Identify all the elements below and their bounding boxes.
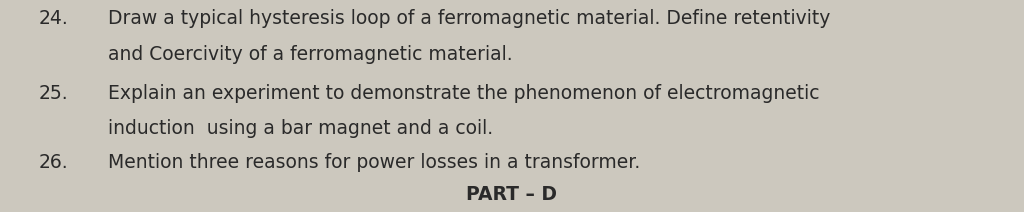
- Text: 25.: 25.: [39, 84, 69, 103]
- Text: Draw a typical hysteresis loop of a ferromagnetic material. Define retentivity: Draw a typical hysteresis loop of a ferr…: [108, 9, 829, 28]
- Text: 26.: 26.: [39, 153, 69, 172]
- Text: 24.: 24.: [39, 9, 69, 28]
- Text: Mention three reasons for power losses in a transformer.: Mention three reasons for power losses i…: [108, 153, 640, 172]
- Text: and Coercivity of a ferromagnetic material.: and Coercivity of a ferromagnetic materi…: [108, 45, 512, 64]
- Text: PART – D: PART – D: [467, 184, 557, 204]
- Text: Explain an experiment to demonstrate the phenomenon of electromagnetic: Explain an experiment to demonstrate the…: [108, 84, 819, 103]
- Text: induction  using a bar magnet and a coil.: induction using a bar magnet and a coil.: [108, 119, 493, 138]
